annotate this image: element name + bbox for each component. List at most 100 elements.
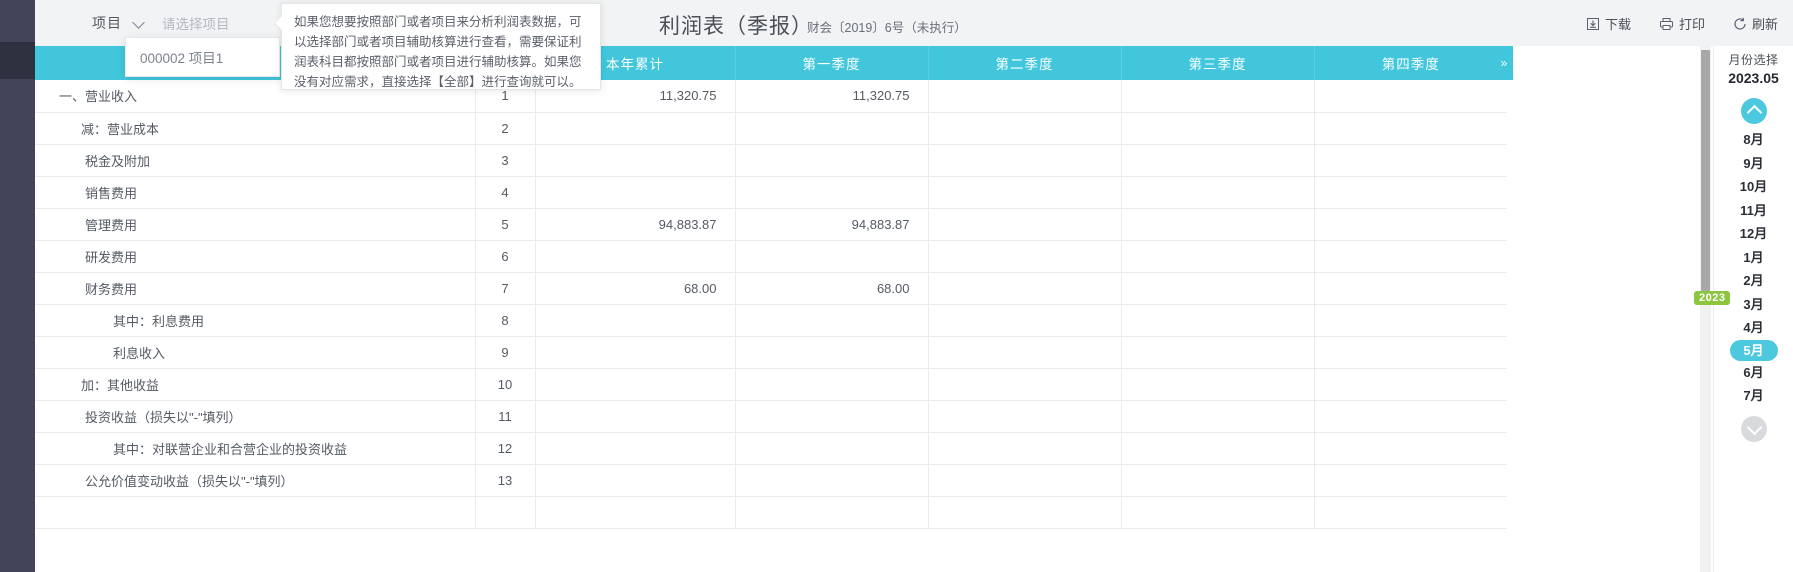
col-header-q1: 第一季度 — [735, 46, 929, 80]
table-row[interactable]: 其中：利息费用 8 — [35, 304, 1507, 337]
cell-line-no: 3 — [475, 144, 536, 177]
cell-q3 — [1121, 336, 1315, 369]
table-row[interactable] — [35, 496, 1507, 529]
cell-q2 — [928, 496, 1122, 529]
month-item[interactable]: 1月 — [1743, 249, 1764, 265]
month-item[interactable]: 5月 — [1729, 339, 1778, 361]
cell-q2 — [928, 464, 1122, 497]
cell-ytd — [535, 112, 736, 145]
cell-line-no: 11 — [475, 400, 536, 433]
cell-ytd — [535, 240, 736, 273]
col-header-q2: 第二季度 — [928, 46, 1122, 80]
cell-item: 管理费用 — [35, 208, 476, 241]
table-row[interactable]: 公允价值变动收益（损失以"-"填列） 13 — [35, 464, 1507, 497]
cell-item: 财务费用 — [35, 272, 476, 305]
cell-line-no: 2 — [475, 112, 536, 145]
cell-q2 — [928, 240, 1122, 273]
cell-q4 — [1314, 496, 1507, 529]
cell-item: 加：其他收益 — [35, 368, 476, 401]
cell-q4 — [1314, 240, 1507, 273]
collapse-panel-toggle[interactable]: » — [1495, 46, 1513, 80]
cell-ytd — [535, 144, 736, 177]
month-item[interactable]: 9月 — [1743, 155, 1764, 171]
cell-q1 — [735, 496, 929, 529]
month-item[interactable]: 7月 — [1743, 388, 1764, 403]
table-row[interactable]: 利息收入 9 — [35, 336, 1507, 369]
cell-q2 — [928, 432, 1122, 465]
vertical-scrollbar-thumb[interactable] — [1701, 50, 1710, 300]
cell-q3 — [1121, 80, 1315, 113]
chevron-down-circle-icon[interactable] — [1740, 415, 1767, 442]
project-select-placeholder: 请选择项目 — [162, 16, 230, 32]
table-row[interactable]: 其中：对联营企业和合营企业的投资收益 12 — [35, 432, 1507, 465]
month-item[interactable]: 4月 — [1743, 320, 1764, 335]
cell-item: 其中：利息费用 — [35, 304, 476, 337]
cell-q4 — [1314, 336, 1507, 369]
cell-q1 — [735, 112, 929, 145]
month-item[interactable]: 8月 — [1743, 132, 1764, 147]
cell-q4 — [1314, 400, 1507, 433]
month-item[interactable]: 11月 — [1740, 202, 1767, 218]
month-item[interactable]: 6月 — [1743, 364, 1764, 380]
month-item[interactable]: 2月 — [1743, 273, 1764, 288]
table-row[interactable]: 税金及附加 3 — [35, 144, 1507, 177]
cell-q1 — [735, 400, 929, 433]
col-header-q3: 第三季度 — [1121, 46, 1315, 80]
cell-q1 — [735, 304, 929, 337]
cell-q2 — [928, 144, 1122, 177]
cell-q1: 68.00 — [735, 272, 929, 305]
cell-ytd — [535, 336, 736, 369]
chevron-down-icon[interactable] — [133, 17, 145, 29]
print-button[interactable]: 打印 — [1659, 14, 1705, 33]
cell-q3 — [1121, 368, 1315, 401]
year-badge: 2023 — [1694, 291, 1731, 305]
cell-q1 — [735, 336, 929, 369]
cell-q1: 11,320.75 — [735, 80, 929, 113]
cell-q4 — [1314, 272, 1507, 305]
left-nav-rail[interactable] — [0, 0, 35, 572]
cell-q1 — [735, 144, 929, 177]
cell-q3 — [1121, 208, 1315, 241]
col-header-q4: 第四季度 — [1314, 46, 1507, 80]
month-item[interactable]: 10月 — [1739, 179, 1768, 194]
cell-line-no: 13 — [475, 464, 536, 497]
table-row[interactable]: 一、营业收入 1 11,320.75 11,320.75 — [35, 80, 1507, 113]
cell-q3 — [1121, 112, 1315, 145]
cell-q4 — [1314, 464, 1507, 497]
cell-ytd — [535, 496, 736, 529]
table-row[interactable]: 研发费用 6 — [35, 240, 1507, 273]
left-nav-rail-active-item[interactable] — [0, 42, 35, 79]
table-row[interactable]: 销售费用 4 — [35, 176, 1507, 209]
cell-line-no — [475, 496, 536, 529]
table-row[interactable]: 管理费用 5 94,883.87 94,883.87 — [35, 208, 1507, 241]
print-icon — [1659, 17, 1674, 31]
download-label: 下载 — [1604, 17, 1631, 32]
cell-q1 — [735, 464, 929, 497]
download-button[interactable]: 下载 — [1586, 14, 1631, 33]
cell-ytd — [535, 464, 736, 497]
cell-item: 研发费用 — [35, 240, 476, 273]
cell-q3 — [1121, 304, 1315, 337]
table-row[interactable]: 投资收益（损失以"-"填列） 11 — [35, 400, 1507, 433]
cell-item: 利息收入 — [35, 336, 476, 369]
cell-q2 — [928, 400, 1122, 433]
cell-line-no: 7 — [475, 272, 536, 305]
cell-q2 — [928, 336, 1122, 369]
month-item[interactable]: 3月 — [1743, 296, 1764, 312]
vertical-scrollbar-track[interactable] — [1700, 46, 1711, 572]
cell-q3 — [1121, 400, 1315, 433]
cell-q4 — [1314, 112, 1507, 145]
project-dropdown-option[interactable]: 000002 项目1 — [125, 37, 280, 77]
month-item[interactable]: 12月 — [1739, 226, 1768, 241]
table-row[interactable]: 加：其他收益 10 — [35, 368, 1507, 401]
cell-line-no: 12 — [475, 432, 536, 465]
cell-line-no: 4 — [475, 176, 536, 209]
cell-q2 — [928, 304, 1122, 337]
refresh-button[interactable]: 刷新 — [1733, 14, 1778, 33]
cell-q3 — [1121, 176, 1315, 209]
chevron-up-circle-icon[interactable] — [1740, 98, 1767, 124]
cell-q4 — [1314, 208, 1507, 241]
table-row[interactable]: 减：营业成本 2 — [35, 112, 1507, 145]
table-row[interactable]: 财务费用 7 68.00 68.00 — [35, 272, 1507, 305]
cell-q1 — [735, 176, 929, 209]
